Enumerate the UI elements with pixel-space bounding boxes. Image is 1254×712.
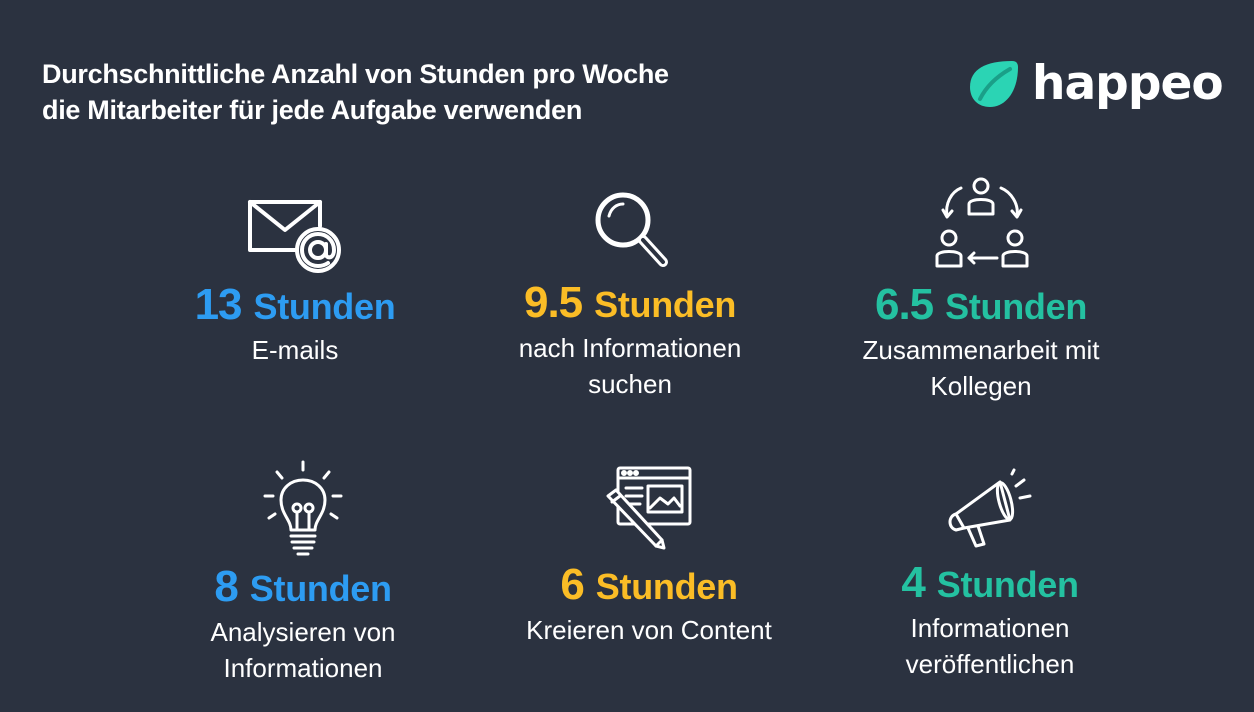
leaf-logo-icon [970,61,1018,107]
stat-collaboration-value: 6.5 Stunden [821,280,1141,330]
stat-analysis-label-line-2: Informationen [223,653,383,683]
stat-content: 6 Stunden Kreieren von Content [489,466,809,648]
page-title: Durchschnittliche Anzahl von Stunden pro… [42,56,669,128]
stat-publishing-label-line-2: veröffentlichen [905,649,1075,679]
stat-search-label-line-1: nach Informationen [518,333,742,363]
stat-emails-label-line-1: E-mails [251,335,339,365]
stat-content-unit: Stunden [595,566,738,607]
logo-text: happeo [1032,56,1224,111]
stat-collaboration-number: 6.5 [874,280,934,329]
stat-analysis-label-line-1: Analysieren von [210,617,396,647]
lightbulb-icon [263,460,343,556]
stat-publishing-number: 4 [901,558,926,607]
stat-emails-label: E-mails [135,332,455,368]
title-line-2: die Mitarbeiter für jede Aufgabe verwend… [42,95,583,125]
stat-content-value: 6 Stunden [489,560,809,610]
stat-search-label: nach Informationen suchen [470,330,790,402]
stat-search-number: 9.5 [523,278,583,327]
stat-search-label-line-2: suchen [588,369,672,399]
stat-publishing-label-line-1: Informationen [910,613,1070,643]
happeo-logo: happeo [966,56,1224,112]
stat-emails: 13 Stunden E-mails [135,188,455,368]
megaphone-icon [948,468,1032,548]
stat-collaboration-label-line-1: Zusammenarbeit mit [862,335,1100,365]
magnifier-icon [595,192,668,267]
stat-analysis-unit: Stunden [249,568,392,609]
stat-analysis-value: 8 Stunden [143,562,463,612]
stat-collaboration-unit: Stunden [945,286,1088,327]
stat-analysis-number: 8 [214,562,239,611]
stat-search-value: 9.5 Stunden [470,278,790,328]
stat-analysis-label: Analysieren von Informationen [143,614,463,686]
stat-publishing-unit: Stunden [936,564,1079,605]
stat-collaboration-label: Zusammenarbeit mit Kollegen [821,332,1141,404]
stat-content-label: Kreieren von Content [489,612,809,648]
content-creation-icon [606,466,692,550]
stat-content-number: 6 [560,560,585,609]
stat-publishing-label: Informationen veröffentlichen [830,610,1150,682]
stat-analysis: 8 Stunden Analysieren von Informationen [143,460,463,686]
stat-search-unit: Stunden [594,284,737,325]
stat-search: 9.5 Stunden nach Informationen suchen [470,186,790,402]
title-line-1: Durchschnittliche Anzahl von Stunden pro… [42,59,669,89]
stat-collaboration-label-line-2: Kollegen [930,371,1032,401]
stat-emails-unit: Stunden [253,286,396,327]
stat-emails-number: 13 [194,280,243,329]
email-at-icon [248,200,341,273]
stat-publishing: 4 Stunden Informationen veröffentlichen [830,468,1150,682]
stat-emails-value: 13 Stunden [135,280,455,330]
stat-publishing-value: 4 Stunden [830,558,1150,608]
stat-collaboration: 6.5 Stunden Zusammenarbeit mit Kollegen [821,176,1141,404]
stat-content-label-line-1: Kreieren von Content [526,615,772,645]
collaboration-icon [935,177,1029,268]
